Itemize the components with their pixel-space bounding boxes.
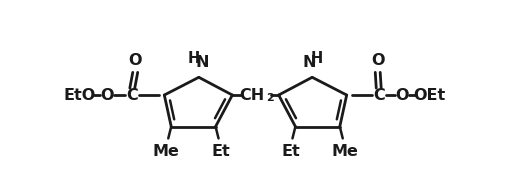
Text: H: H [188, 51, 200, 66]
Text: N: N [195, 55, 208, 70]
Text: Et: Et [281, 144, 300, 159]
Text: C: C [126, 88, 137, 103]
Text: O: O [128, 53, 142, 68]
Text: O: O [100, 88, 114, 103]
Text: C: C [374, 88, 385, 103]
Text: EtO: EtO [63, 88, 96, 103]
Text: 2: 2 [266, 93, 273, 103]
Text: Et: Et [211, 144, 230, 159]
Text: O: O [371, 53, 385, 68]
Text: N: N [303, 55, 316, 70]
Text: OEt: OEt [413, 88, 446, 103]
Text: O: O [395, 88, 409, 103]
Text: Me: Me [153, 144, 180, 159]
Text: CH: CH [240, 88, 265, 103]
Text: Me: Me [331, 144, 358, 159]
Text: H: H [311, 51, 323, 66]
